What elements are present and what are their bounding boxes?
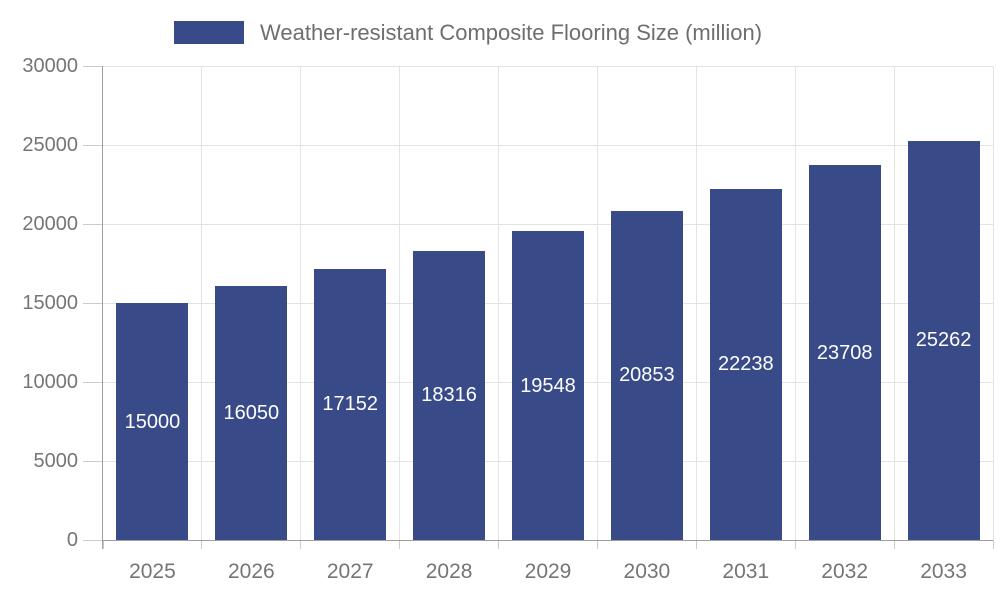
- gridline-vertical: [695, 66, 697, 540]
- y-axis-line: [101, 66, 103, 549]
- y-axis-tick: [83, 144, 103, 146]
- y-axis-tick-label: 30000: [22, 55, 78, 77]
- y-axis-tick-label: 20000: [22, 213, 78, 235]
- x-axis-tick: [794, 540, 796, 549]
- y-axis-tick-label: 10000: [22, 371, 78, 393]
- bar-2025[interactable]: 15000: [116, 303, 189, 540]
- x-axis-tick-label: 2033: [920, 560, 967, 583]
- y-axis-tick-label: 5000: [33, 450, 79, 472]
- x-axis-line: [101, 539, 993, 541]
- gridline-horizontal: [103, 65, 993, 67]
- x-axis-tick: [893, 540, 895, 549]
- x-axis-tick-label: 2030: [623, 560, 671, 583]
- gridline-vertical: [596, 66, 598, 540]
- x-axis-tick-label: 2026: [227, 560, 275, 583]
- y-axis-tick: [83, 223, 103, 225]
- bar-2026[interactable]: 16050: [215, 286, 288, 540]
- y-axis-tick: [83, 460, 103, 462]
- gridline-vertical: [399, 66, 401, 540]
- gridline-vertical: [893, 66, 895, 540]
- x-axis-tick-label: 2032: [821, 560, 869, 583]
- x-axis-tick-label: 2028: [425, 560, 473, 583]
- bar-value-label: 25262: [915, 329, 972, 352]
- x-axis-tick-label: 2027: [326, 560, 374, 583]
- bar-2032[interactable]: 23708: [808, 165, 881, 540]
- gridline-vertical: [992, 66, 994, 540]
- bar-2030[interactable]: 20853: [610, 210, 683, 540]
- bar-value-label: 19548: [520, 374, 576, 397]
- bar-2033[interactable]: 25262: [907, 140, 980, 540]
- bar-2028[interactable]: 18316: [413, 250, 486, 540]
- x-axis-tick: [201, 540, 203, 549]
- x-axis-tick: [695, 540, 697, 549]
- bar-value-label: 18316: [421, 384, 477, 407]
- bar-value-label: 23708: [816, 341, 873, 364]
- x-axis-tick-label: 2031: [722, 560, 770, 583]
- y-axis-tick: [83, 381, 103, 383]
- gridline-vertical: [201, 66, 203, 540]
- legend-item[interactable]: Weather-resistant Composite Flooring Siz…: [174, 21, 762, 44]
- x-axis-tick-label: 2029: [524, 560, 572, 583]
- x-axis-tick-label: 2025: [129, 560, 176, 583]
- bar-value-label: 22238: [717, 353, 774, 376]
- y-axis-tick-label: 15000: [22, 292, 78, 314]
- bar-2029[interactable]: 19548: [512, 231, 584, 540]
- gridline-vertical: [498, 66, 500, 540]
- x-axis-tick: [399, 540, 401, 549]
- x-axis-tick: [992, 540, 994, 549]
- x-axis-tick: [596, 540, 598, 549]
- legend-swatch: [174, 21, 244, 44]
- y-axis-tick: [83, 539, 103, 541]
- gridline-vertical: [300, 66, 302, 540]
- gridline-vertical: [794, 66, 796, 540]
- bar-value-label: 17152: [322, 393, 379, 416]
- bar-2027[interactable]: 17152: [314, 268, 387, 540]
- bar-2031[interactable]: 22238: [709, 188, 782, 540]
- bar-value-label: 16050: [223, 402, 280, 425]
- bar-value-label: 15000: [124, 410, 181, 433]
- y-axis-tick-label: 0: [66, 529, 78, 551]
- gridline-horizontal: [103, 144, 993, 146]
- y-axis-tick-label: 25000: [22, 134, 78, 156]
- legend-label: Weather-resistant Composite Flooring Siz…: [260, 20, 763, 45]
- y-axis-tick: [83, 302, 103, 304]
- x-axis-tick: [498, 540, 500, 549]
- gridline-horizontal: [103, 223, 993, 225]
- bar-value-label: 20853: [619, 364, 675, 387]
- y-axis-tick: [83, 65, 103, 67]
- x-axis-tick: [102, 540, 104, 549]
- x-axis-tick: [300, 540, 302, 549]
